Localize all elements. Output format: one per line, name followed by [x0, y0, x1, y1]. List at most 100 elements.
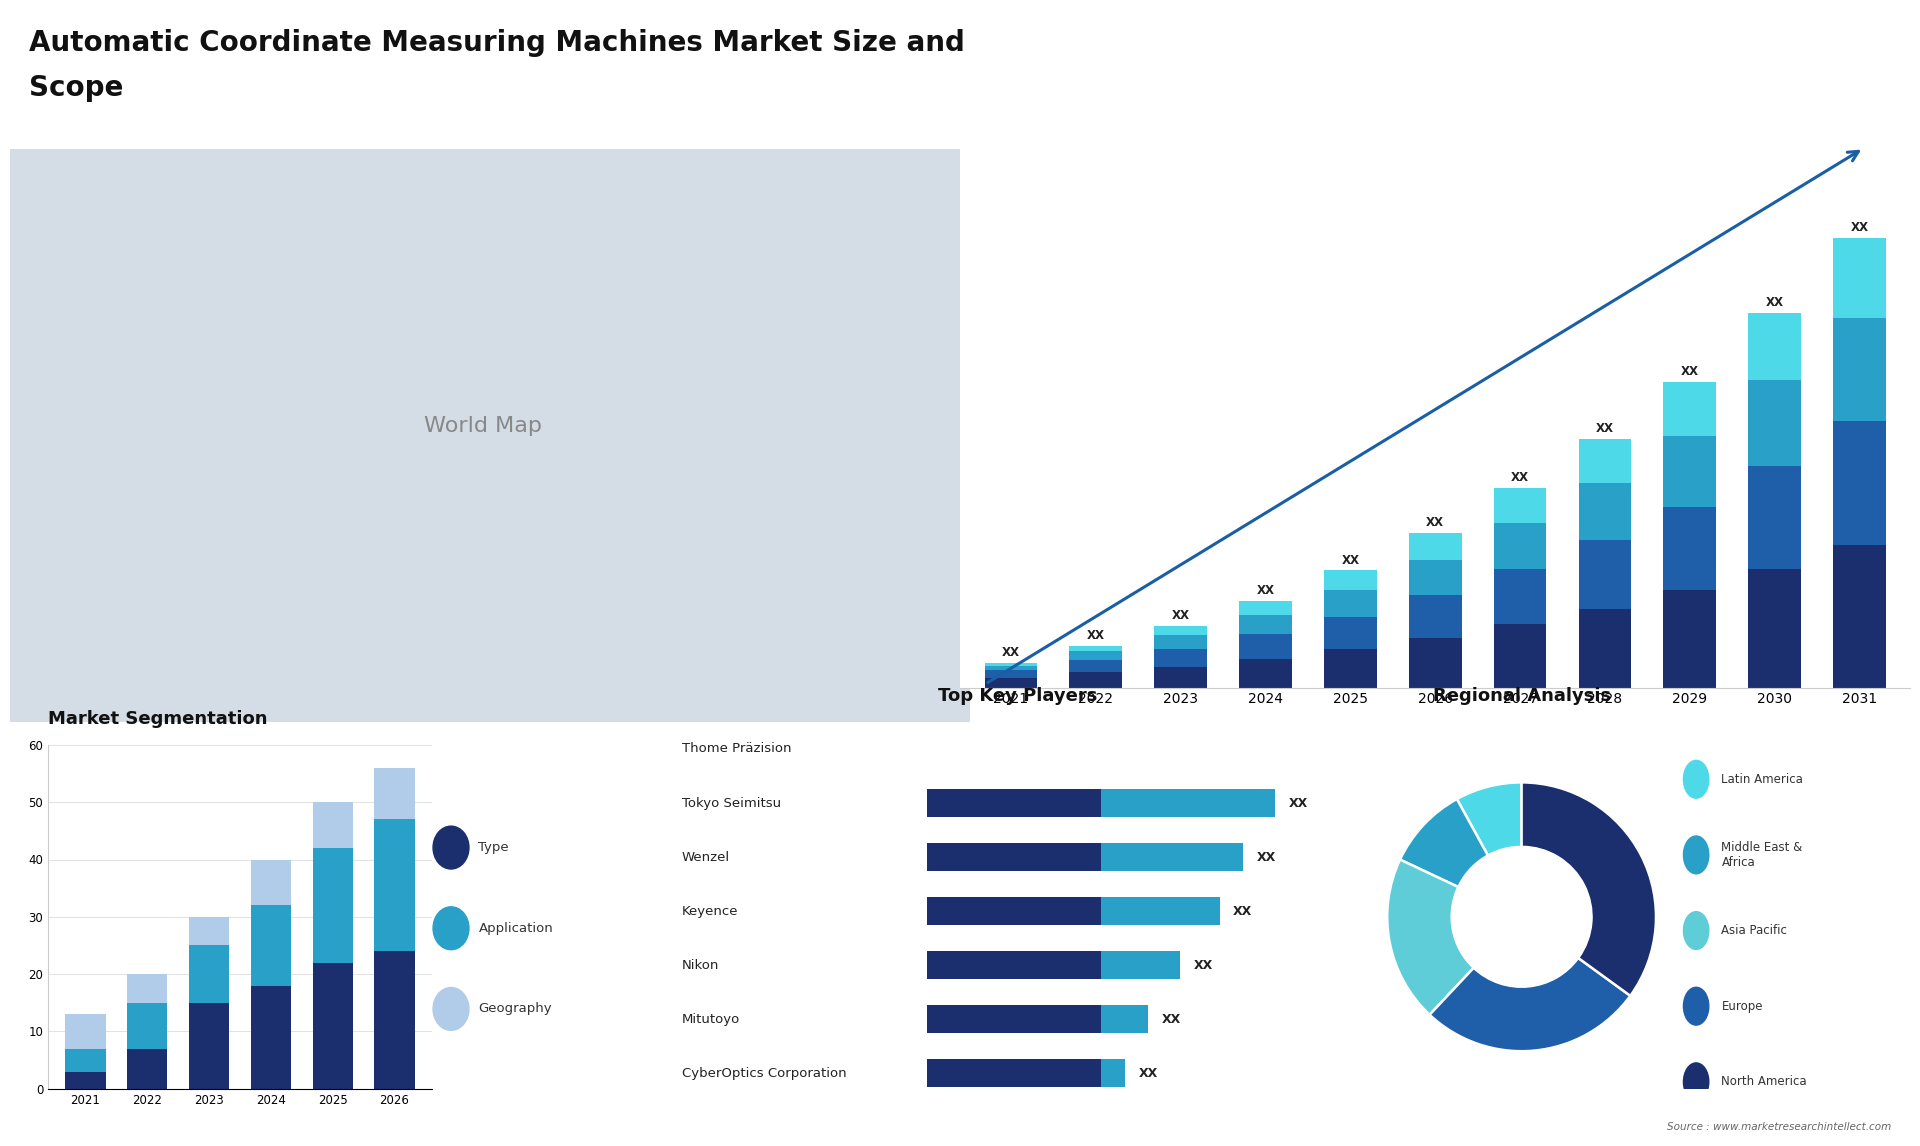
- Text: XX: XX: [1194, 958, 1213, 972]
- Bar: [1154, 626, 1208, 635]
- Bar: [1100, 1005, 1148, 1034]
- Bar: [313, 802, 353, 848]
- Bar: [313, 963, 353, 1089]
- Bar: [985, 662, 1037, 666]
- Circle shape: [434, 988, 468, 1030]
- Text: Top Key Players: Top Key Players: [937, 686, 1098, 705]
- Bar: [1069, 660, 1121, 673]
- Text: Automatic Coordinate Measuring Machines Market Size and: Automatic Coordinate Measuring Machines …: [29, 29, 964, 56]
- Text: Thome Präzision: Thome Präzision: [682, 743, 791, 755]
- Text: XX: XX: [1680, 366, 1699, 378]
- Bar: [1663, 437, 1716, 507]
- Bar: [1663, 382, 1716, 437]
- Bar: [1238, 615, 1292, 634]
- Circle shape: [1452, 847, 1592, 987]
- Text: XX: XX: [1256, 584, 1275, 597]
- Wedge shape: [1430, 958, 1630, 1051]
- Bar: [1578, 439, 1632, 482]
- Text: RESEARCH: RESEARCH: [1722, 56, 1784, 66]
- Bar: [1834, 421, 1885, 544]
- Bar: [1578, 540, 1632, 609]
- Text: XX: XX: [1766, 297, 1784, 309]
- Text: Source : www.marketresearchintellect.com: Source : www.marketresearchintellect.com: [1667, 1122, 1891, 1132]
- Circle shape: [1684, 837, 1709, 874]
- Text: World Map: World Map: [424, 416, 541, 435]
- Bar: [127, 1003, 167, 1049]
- Text: INTELLECT: INTELLECT: [1722, 78, 1784, 88]
- Bar: [927, 897, 1100, 925]
- Bar: [1100, 843, 1244, 871]
- Bar: [65, 1072, 106, 1089]
- Bar: [927, 788, 1100, 817]
- Text: XX: XX: [1427, 517, 1444, 529]
- Bar: [927, 1005, 1100, 1034]
- Text: XX: XX: [1233, 904, 1252, 918]
- Bar: [1069, 645, 1121, 651]
- Bar: [1409, 595, 1461, 638]
- Bar: [1100, 788, 1275, 817]
- Bar: [188, 917, 228, 945]
- Text: XX: XX: [1002, 646, 1020, 659]
- Text: CyberOptics Corporation: CyberOptics Corporation: [682, 1067, 847, 1080]
- Bar: [188, 945, 228, 1003]
- Text: Middle East &
Africa: Middle East & Africa: [1722, 841, 1803, 869]
- Wedge shape: [1388, 860, 1475, 1014]
- Bar: [127, 974, 167, 1003]
- Bar: [65, 1014, 106, 1049]
- Bar: [1069, 673, 1121, 688]
- Bar: [374, 951, 415, 1089]
- Bar: [1494, 523, 1546, 568]
- Wedge shape: [1457, 783, 1521, 856]
- Bar: [1154, 635, 1208, 649]
- Bar: [1238, 659, 1292, 688]
- Bar: [1100, 1059, 1125, 1088]
- Bar: [1749, 465, 1801, 568]
- Bar: [127, 1049, 167, 1089]
- Bar: [1749, 380, 1801, 465]
- Bar: [1494, 487, 1546, 523]
- Bar: [1325, 617, 1377, 650]
- Text: XX: XX: [1596, 422, 1615, 435]
- Bar: [1069, 651, 1121, 660]
- Bar: [1325, 650, 1377, 688]
- Text: Europe: Europe: [1722, 999, 1763, 1013]
- Bar: [1834, 544, 1885, 688]
- Bar: [1325, 590, 1377, 617]
- Bar: [252, 986, 292, 1089]
- Text: Scope: Scope: [29, 74, 123, 102]
- Bar: [374, 768, 415, 819]
- Bar: [1494, 623, 1546, 688]
- Circle shape: [1684, 1063, 1709, 1100]
- Wedge shape: [1400, 799, 1488, 887]
- Text: Wenzel: Wenzel: [682, 850, 730, 864]
- Polygon shape: [1638, 45, 1868, 127]
- Bar: [1238, 634, 1292, 659]
- Text: North America: North America: [1722, 1075, 1807, 1089]
- Bar: [188, 1003, 228, 1089]
- Bar: [1325, 571, 1377, 590]
- Text: MARKET: MARKET: [1728, 33, 1778, 42]
- Bar: [1100, 897, 1219, 925]
- Text: Geography: Geography: [478, 1003, 553, 1015]
- Bar: [985, 670, 1037, 678]
- Text: Application: Application: [478, 921, 553, 935]
- Bar: [927, 951, 1100, 979]
- Bar: [65, 1049, 106, 1072]
- Bar: [985, 666, 1037, 670]
- Bar: [374, 819, 415, 951]
- Bar: [1100, 951, 1181, 979]
- Bar: [1154, 667, 1208, 688]
- Text: Type: Type: [478, 841, 509, 854]
- Circle shape: [1684, 912, 1709, 949]
- Bar: [1409, 533, 1461, 560]
- Bar: [1154, 649, 1208, 667]
- Text: Regional Analysis: Regional Analysis: [1434, 686, 1611, 705]
- Bar: [1663, 507, 1716, 590]
- Bar: [1834, 319, 1885, 421]
- Text: XX: XX: [1288, 796, 1308, 809]
- Bar: [1578, 482, 1632, 540]
- Text: Tokyo Seimitsu: Tokyo Seimitsu: [682, 796, 781, 809]
- Text: XX: XX: [1087, 629, 1104, 642]
- Circle shape: [1684, 761, 1709, 799]
- Circle shape: [1684, 987, 1709, 1025]
